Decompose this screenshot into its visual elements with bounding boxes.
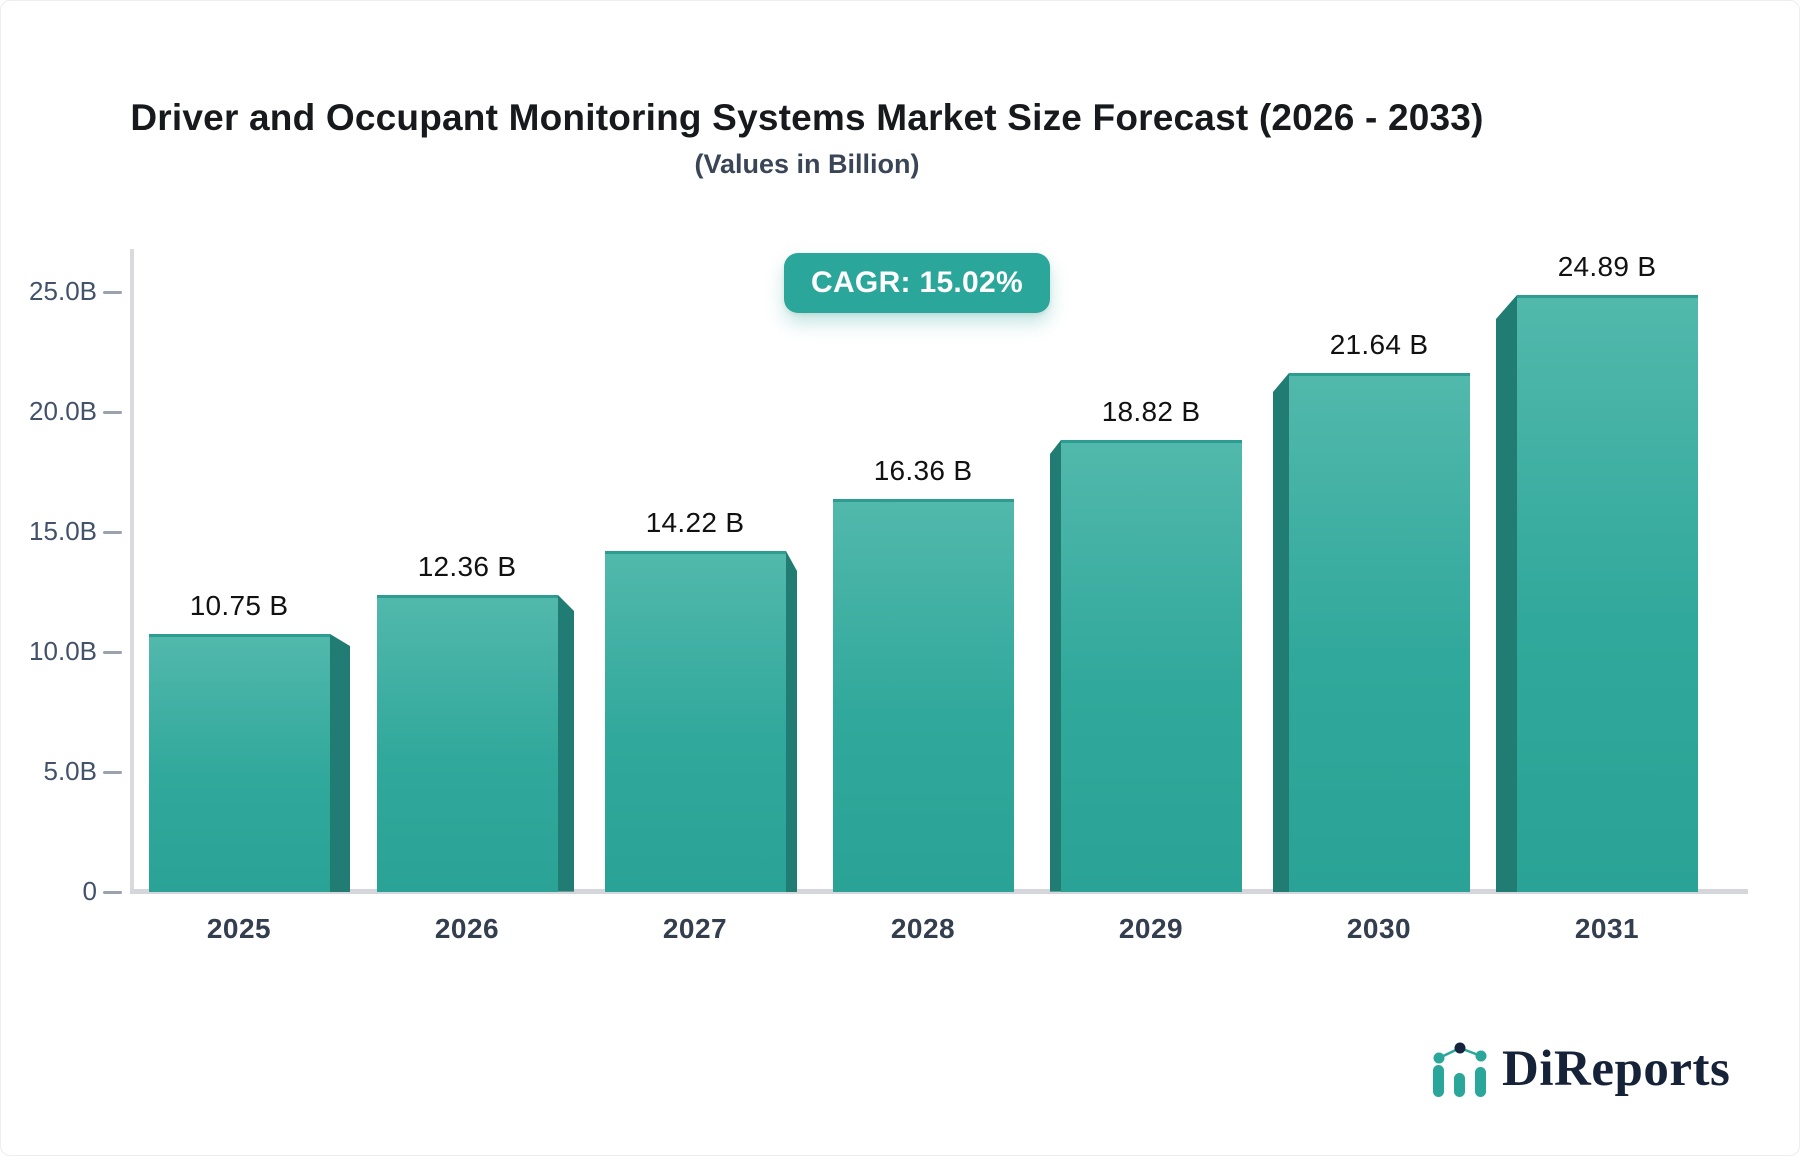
bar-3d-side — [1495, 294, 1517, 892]
bar-value-label: 14.22 B — [645, 506, 745, 538]
bar — [1288, 372, 1470, 892]
bar-3d-side — [785, 550, 797, 892]
bar — [376, 595, 558, 892]
x-axis-category-label: 2028 — [890, 913, 956, 944]
bar-value-label: 10.75 B — [189, 590, 289, 621]
bar-value-label: 18.82 B — [1101, 396, 1201, 428]
x-axis-category-label: 2031 — [1574, 913, 1640, 944]
bar — [832, 499, 1014, 892]
bar-value-label: 21.64 B — [1329, 328, 1429, 360]
bar-value-label: 16.36 B — [873, 455, 973, 487]
y-axis-tick-mark — [103, 411, 122, 414]
bar-value-label: 24.89 B — [1557, 250, 1657, 282]
y-axis-tick-label: 20.0B — [29, 395, 97, 426]
y-axis-tick-label: 5.0B — [43, 755, 98, 786]
bar — [1060, 440, 1242, 892]
bar-value-label: 12.36 B — [417, 551, 517, 583]
chart-subtitle: (Values in Billion) — [694, 149, 920, 179]
y-axis-tick-label: 25.0B — [29, 275, 97, 306]
x-axis-category-label: 2026 — [434, 913, 500, 944]
y-axis-line — [130, 249, 134, 894]
y-axis-tick-mark — [103, 891, 122, 894]
y-axis-tick-label: 15.0B — [29, 515, 97, 546]
bar — [148, 634, 330, 892]
bar-3d-side — [1272, 372, 1289, 892]
bar-3d-side — [1049, 440, 1061, 892]
bar — [604, 550, 786, 892]
direports-logo-text: DiReports — [1502, 1041, 1731, 1097]
chart-title: Driver and Occupant Monitoring Systems M… — [130, 97, 1484, 138]
y-axis-tick-label: 0 — [82, 875, 97, 906]
bar — [1516, 294, 1698, 892]
x-axis-category-label: 2025 — [206, 913, 272, 944]
y-axis-tick-mark — [103, 531, 122, 534]
x-axis-category-label: 2029 — [1118, 913, 1184, 944]
x-axis-category-label: 2030 — [1346, 913, 1412, 944]
direports-logo: DiReports — [1429, 1039, 1730, 1099]
bar-3d-side — [329, 634, 350, 892]
cagr-badge: CAGR: 15.02% — [784, 253, 1051, 313]
direports-logo-icon — [1433, 1042, 1487, 1097]
bar-3d-side — [557, 595, 574, 892]
y-axis-tick-mark — [103, 291, 122, 294]
y-axis-tick-mark — [103, 651, 122, 654]
y-axis-tick-label: 10.0B — [29, 635, 97, 666]
x-axis-category-label: 2027 — [662, 913, 728, 944]
y-axis-tick-mark — [103, 771, 122, 774]
